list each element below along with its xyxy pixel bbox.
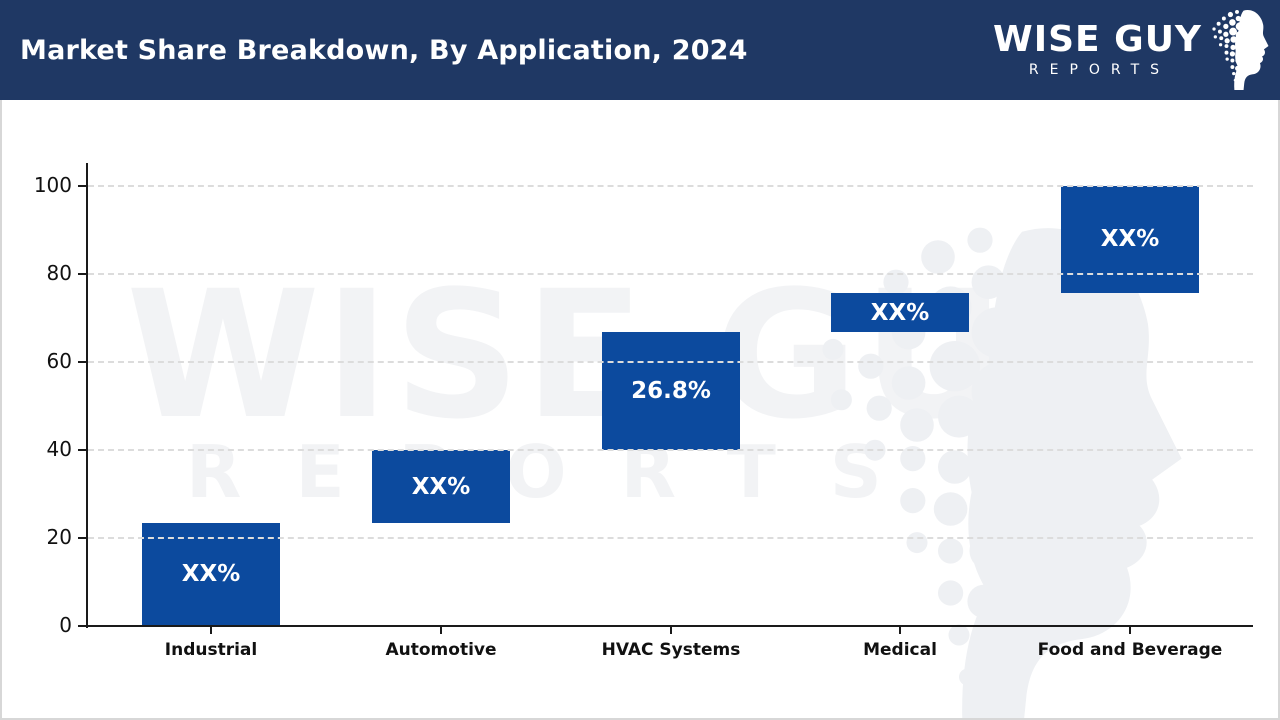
x-tick-industrial	[210, 626, 212, 634]
y-tick-label-100: 100	[33, 172, 72, 197]
y-tick-label-60: 60	[46, 348, 72, 373]
x-tick-food-and-beverage	[1129, 626, 1131, 634]
gridline-20	[88, 536, 1253, 539]
gridline-80	[88, 272, 1253, 275]
x-tick-hvac-systems	[670, 626, 672, 634]
y-tick-20	[78, 536, 87, 539]
x-tick-automotive	[440, 626, 442, 634]
y-tick-label-40: 40	[46, 436, 72, 461]
wise-guy-logo: WISE GUY REPORTS	[993, 8, 1270, 90]
y-tick-label-20: 20	[46, 524, 72, 549]
gridline-60	[88, 360, 1253, 363]
bar-medical	[831, 292, 969, 333]
bar-hvac-systems	[602, 332, 740, 451]
chart-title: Market Share Breakdown, By Application, …	[20, 34, 748, 66]
bar-automotive	[372, 450, 510, 523]
bar-label-automotive: XX%	[411, 473, 471, 500]
y-tick-40	[78, 448, 87, 451]
bar-label-industrial: XX%	[181, 561, 241, 588]
bar-label-food-and-beverage: XX%	[1100, 226, 1160, 253]
logo-wordmark-line1: WISE GUY	[992, 19, 1202, 61]
x-axis-label-medical: Medical	[863, 640, 937, 660]
gridline-40	[88, 448, 1253, 451]
x-tick-medical	[899, 626, 901, 634]
y-tick-label-80: 80	[46, 260, 72, 285]
y-axis-line	[86, 163, 88, 628]
gridline-100	[88, 184, 1253, 187]
x-axis-label-hvac-systems: HVAC Systems	[601, 640, 741, 660]
bar-food-and-beverage	[1061, 185, 1199, 293]
logo-wordmark: WISE GUY REPORTS	[993, 20, 1202, 78]
x-axis-line	[86, 625, 1253, 627]
y-tick-100	[78, 184, 87, 187]
watermark-subtext: REPORTS	[186, 430, 936, 514]
y-tick-0	[78, 625, 87, 627]
x-axis-label-automotive: Automotive	[385, 640, 497, 660]
bar-industrial	[142, 522, 280, 626]
y-tick-label-0: 0	[59, 613, 72, 637]
bar-label-medical: XX%	[870, 299, 930, 326]
y-tick-60	[78, 360, 87, 363]
logo-wordmark-line2: REPORTS	[1028, 61, 1171, 78]
logo-head-icon	[1204, 8, 1270, 90]
x-axis-label-industrial: Industrial	[164, 640, 258, 660]
bar-label-hvac-systems: 26.8%	[631, 378, 711, 405]
y-tick-80	[78, 272, 87, 275]
header: Market Share Breakdown, By Application, …	[0, 0, 1280, 100]
x-axis-label-food-and-beverage: Food and Beverage	[1037, 640, 1223, 660]
